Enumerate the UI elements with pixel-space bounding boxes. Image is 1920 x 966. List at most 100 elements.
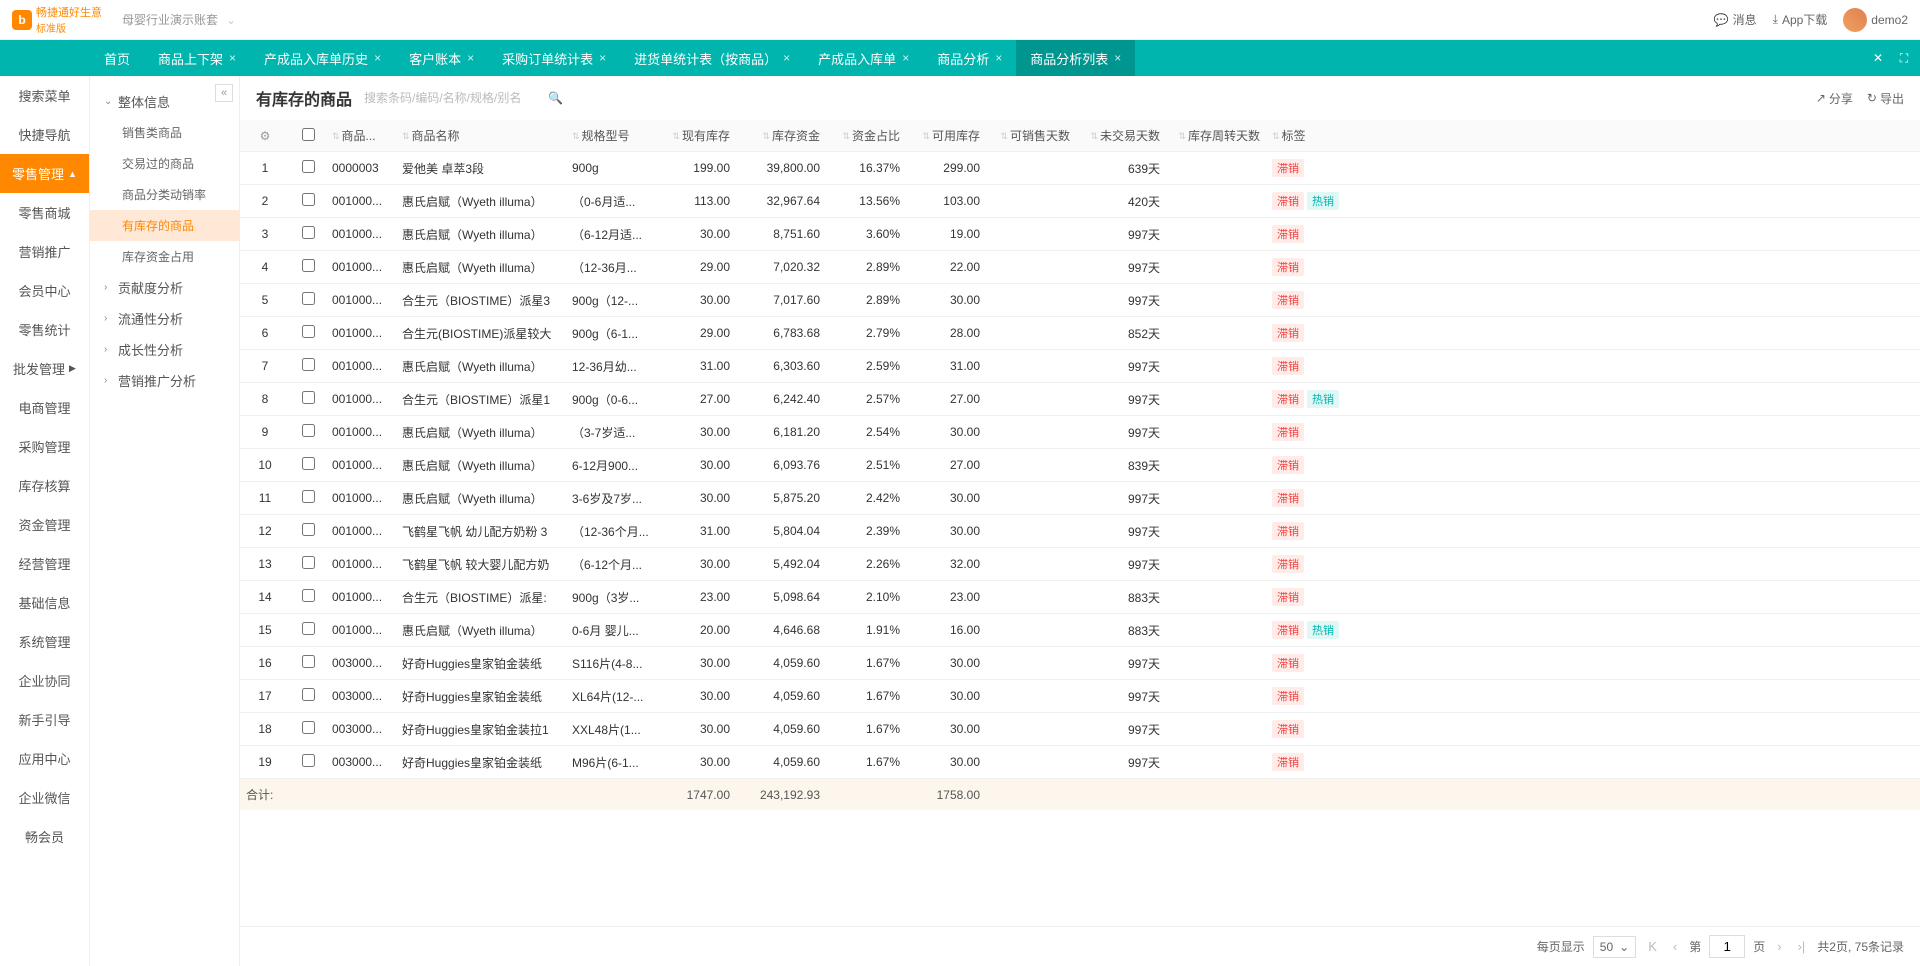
row-checkbox[interactable] — [302, 226, 315, 239]
left-nav-item[interactable]: 基础信息 — [0, 583, 89, 622]
col-spec[interactable]: ⇅规格型号 — [566, 120, 656, 152]
account-selector[interactable]: 母婴行业演示账套 ⌄ — [102, 11, 1714, 28]
tab[interactable]: 商品分析列表× — [1016, 40, 1135, 76]
left-nav-item[interactable]: 批发管理▶ — [0, 349, 89, 388]
close-icon[interactable]: × — [902, 51, 909, 65]
left-nav-item[interactable]: 搜索菜单 — [0, 76, 89, 115]
table-row[interactable]: 12001000...飞鹤星飞帆 幼儿配方奶粉 3（12-36个月...31.0… — [240, 515, 1920, 548]
search-input[interactable] — [364, 91, 544, 105]
subnav-group[interactable]: ›营销推广分析 — [90, 365, 239, 396]
col-pct[interactable]: ⇅资金占比 — [826, 120, 906, 152]
left-nav-item[interactable]: 会员中心 — [0, 271, 89, 310]
left-nav-item[interactable]: 系统管理 — [0, 622, 89, 661]
tab[interactable]: 商品上下架× — [144, 40, 250, 76]
subnav-item[interactable]: 销售类商品 — [90, 117, 239, 148]
row-checkbox[interactable] — [302, 688, 315, 701]
col-stock[interactable]: ⇅现有库存 — [656, 120, 736, 152]
left-nav-item[interactable]: 零售统计 — [0, 310, 89, 349]
tab[interactable]: 客户账本× — [395, 40, 488, 76]
row-checkbox[interactable] — [302, 490, 315, 503]
close-icon[interactable]: × — [229, 51, 236, 65]
left-nav-item[interactable]: 应用中心 — [0, 739, 89, 778]
row-checkbox[interactable] — [302, 391, 315, 404]
table-row[interactable]: 9001000...惠氏启赋（Wyeth illuma）（3-7岁适...30.… — [240, 416, 1920, 449]
row-checkbox[interactable] — [302, 754, 315, 767]
table-row[interactable]: 18003000...好奇Huggies皇家铂金装拉1XXL48片(1...30… — [240, 713, 1920, 746]
user-menu[interactable]: demo2 — [1843, 8, 1908, 32]
left-nav-item[interactable]: 零售商城 — [0, 193, 89, 232]
table-row[interactable]: 13001000...飞鹤星飞帆 较大婴儿配方奶（6-12个月...30.005… — [240, 548, 1920, 581]
left-nav-item[interactable]: 畅会员 — [0, 817, 89, 856]
subnav-item[interactable]: 交易过的商品 — [90, 148, 239, 179]
row-checkbox[interactable] — [302, 622, 315, 635]
subnav-group[interactable]: ›流通性分析 — [90, 303, 239, 334]
tab[interactable]: 进货单统计表（按商品）× — [620, 40, 804, 76]
first-page-button[interactable]: K — [1644, 939, 1661, 954]
row-checkbox[interactable] — [302, 589, 315, 602]
row-checkbox[interactable] — [302, 424, 315, 437]
left-nav-item[interactable]: 采购管理 — [0, 427, 89, 466]
per-page-select[interactable]: 50 ⌄ — [1593, 936, 1636, 958]
table-row[interactable]: 10001000...惠氏启赋（Wyeth illuma）6-12月900...… — [240, 449, 1920, 482]
left-nav-item[interactable]: 新手引导 — [0, 700, 89, 739]
export-button[interactable]: ↻ 导出 — [1867, 90, 1904, 107]
tab[interactable]: 商品分析× — [923, 40, 1016, 76]
table-row[interactable]: 15001000...惠氏启赋（Wyeth illuma）0-6月 婴儿...2… — [240, 614, 1920, 647]
row-checkbox[interactable] — [302, 457, 315, 470]
table-row[interactable]: 7001000...惠氏启赋（Wyeth illuma）12-36月幼...31… — [240, 350, 1920, 383]
col-gear[interactable]: ⚙ — [240, 120, 290, 152]
row-checkbox[interactable] — [302, 292, 315, 305]
row-checkbox[interactable] — [302, 523, 315, 536]
row-checkbox[interactable] — [302, 556, 315, 569]
left-nav-item[interactable]: 快捷导航 — [0, 115, 89, 154]
subnav-item[interactable]: 商品分类动销率 — [90, 179, 239, 210]
left-nav-item[interactable]: 营销推广 — [0, 232, 89, 271]
table-row[interactable]: 2001000...惠氏启赋（Wyeth illuma）（0-6月适...113… — [240, 185, 1920, 218]
prev-page-button[interactable]: ‹ — [1669, 939, 1681, 954]
close-icon[interactable]: × — [995, 51, 1002, 65]
tab[interactable]: 采购订单统计表× — [488, 40, 620, 76]
left-nav-item[interactable]: 经营管理 — [0, 544, 89, 583]
app-download-button[interactable]: ⤓ App下载 — [1773, 11, 1828, 28]
table-scroll[interactable]: ⚙ ⇅商品... ⇅商品名称 ⇅规格型号 ⇅现有库存 ⇅库存资金 ⇅资金占比 ⇅… — [240, 120, 1920, 926]
row-checkbox[interactable] — [302, 193, 315, 206]
tab[interactable]: 产成品入库单× — [804, 40, 923, 76]
close-all-tabs-icon[interactable]: ✕ — [1870, 50, 1886, 66]
table-row[interactable]: 3001000...惠氏启赋（Wyeth illuma）（6-12月适...30… — [240, 218, 1920, 251]
table-row[interactable]: 17003000...好奇Huggies皇家铂金装纸XL64片(12-...30… — [240, 680, 1920, 713]
col-turn[interactable]: ⇅库存周转天数 — [1166, 120, 1266, 152]
close-icon[interactable]: × — [467, 51, 474, 65]
left-nav-item[interactable]: 企业协同 — [0, 661, 89, 700]
fullscreen-icon[interactable]: ⛶ — [1896, 50, 1912, 66]
table-row[interactable]: 4001000...惠氏启赋（Wyeth illuma）（12-36月...29… — [240, 251, 1920, 284]
last-page-button[interactable]: ›| — [1794, 939, 1810, 954]
table-row[interactable]: 16003000...好奇Huggies皇家铂金装纸S116片(4-8...30… — [240, 647, 1920, 680]
left-nav-item[interactable]: 电商管理 — [0, 388, 89, 427]
table-row[interactable]: 14001000...合生元（BIOSTIME）派星:900g（3岁...23.… — [240, 581, 1920, 614]
messages-button[interactable]: 💬 消息 — [1714, 11, 1757, 28]
tab[interactable]: 首页 — [90, 40, 144, 76]
row-checkbox[interactable] — [302, 358, 315, 371]
left-nav-item[interactable]: 企业微信 — [0, 778, 89, 817]
left-nav-item[interactable]: 库存核算 — [0, 466, 89, 505]
select-all-checkbox[interactable] — [302, 128, 315, 141]
col-fund[interactable]: ⇅库存资金 — [736, 120, 826, 152]
col-checkbox[interactable] — [290, 120, 326, 152]
table-row[interactable]: 8001000...合生元（BIOSTIME）派星1900g（0-6...27.… — [240, 383, 1920, 416]
subnav-group[interactable]: ›成长性分析 — [90, 334, 239, 365]
subnav-item[interactable]: 有库存的商品 — [90, 210, 239, 241]
left-nav-item[interactable]: 零售管理▲ — [0, 154, 89, 193]
col-code[interactable]: ⇅商品... — [326, 120, 396, 152]
page-input[interactable] — [1709, 935, 1745, 958]
col-name[interactable]: ⇅商品名称 — [396, 120, 566, 152]
col-notrade[interactable]: ⇅未交易天数 — [1076, 120, 1166, 152]
tab[interactable]: 产成品入库单历史× — [250, 40, 395, 76]
next-page-button[interactable]: › — [1773, 939, 1785, 954]
close-icon[interactable]: × — [1114, 51, 1121, 65]
row-checkbox[interactable] — [302, 325, 315, 338]
subnav-item[interactable]: 库存资金占用 — [90, 241, 239, 272]
table-row[interactable]: 5001000...合生元（BIOSTIME）派星3900g（12-...30.… — [240, 284, 1920, 317]
search-icon[interactable]: 🔍 — [548, 91, 563, 105]
row-checkbox[interactable] — [302, 655, 315, 668]
table-row[interactable]: 10000003爱他美 卓萃3段900g199.0039,800.0016.37… — [240, 152, 1920, 185]
